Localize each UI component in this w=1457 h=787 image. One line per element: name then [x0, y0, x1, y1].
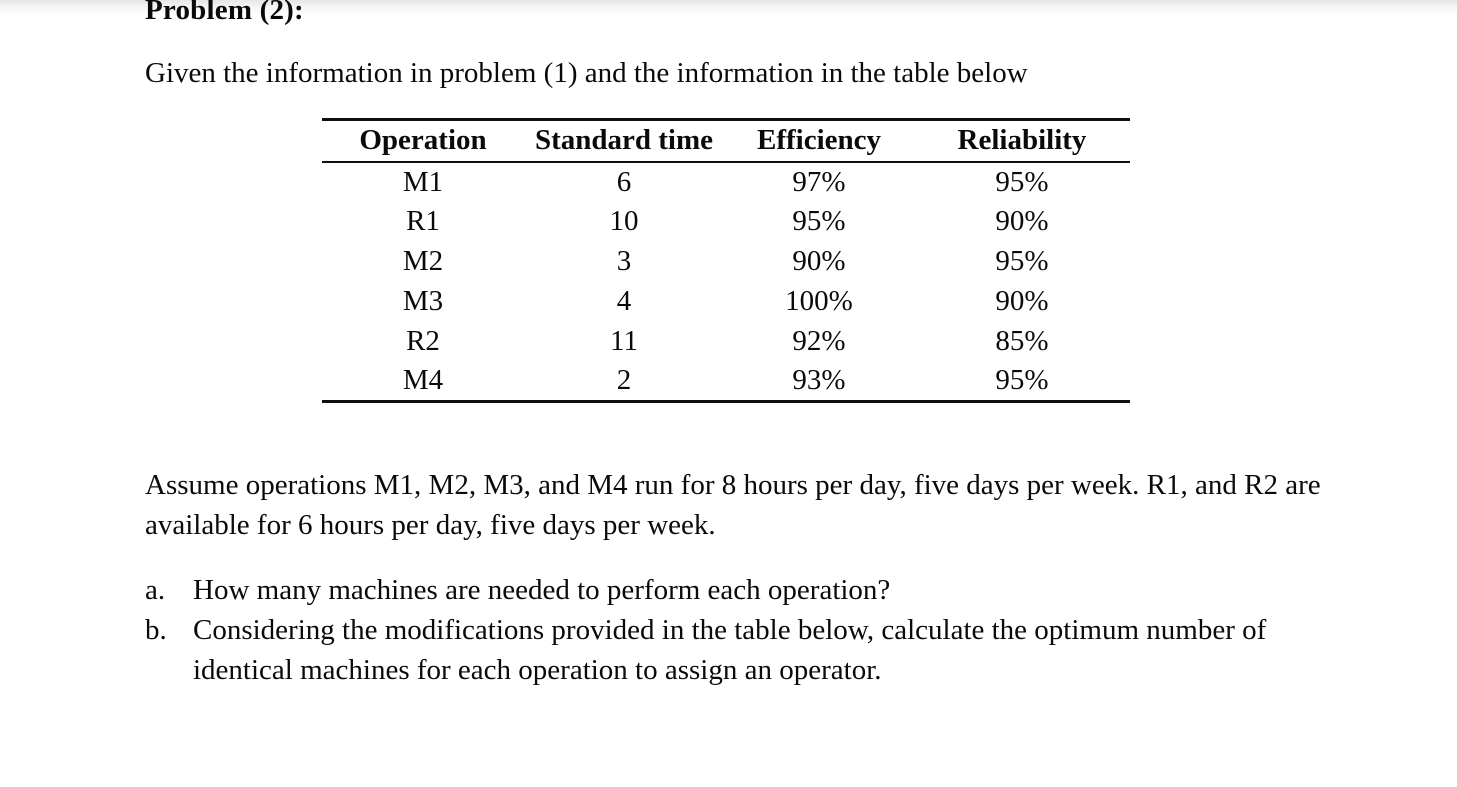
- table-row: M4 2 93% 95%: [322, 362, 1130, 402]
- question-b-text: Considering the modifications provided i…: [193, 614, 1267, 686]
- table-row: M1 6 97% 95%: [322, 162, 1130, 202]
- intro-text: Given the information in problem (1) and…: [145, 57, 1028, 89]
- cell-efficiency: 100%: [785, 285, 853, 317]
- question-b-label: b.: [145, 614, 167, 646]
- col-header-standard-time: Standard time: [534, 124, 714, 157]
- cell-standard-time: 11: [610, 325, 638, 357]
- question-b: b. Considering the modifications provide…: [145, 610, 1360, 690]
- cell-reliability: 95%: [995, 364, 1049, 397]
- cell-standard-time: 10: [609, 205, 639, 237]
- document-content: Problem (2): Given the information in pr…: [145, 0, 1360, 690]
- cell-operation: M3: [402, 285, 444, 317]
- cell-efficiency: 90%: [792, 245, 846, 277]
- question-a: a. How many machines are needed to perfo…: [145, 570, 1360, 610]
- cell-operation: M2: [402, 245, 444, 277]
- problem-title: Problem (2):: [145, 0, 304, 26]
- cell-standard-time: 2: [616, 364, 632, 397]
- cell-efficiency: 92%: [792, 325, 846, 357]
- cell-operation: M4: [402, 364, 444, 397]
- cell-efficiency: 95%: [792, 205, 846, 237]
- col-header-reliability: Reliability: [957, 124, 1087, 157]
- cell-standard-time: 3: [616, 245, 632, 277]
- assumption-paragraph: Assume operations M1, M2, M3, and M4 run…: [145, 469, 1321, 541]
- col-header-operation: Operation: [359, 124, 487, 157]
- question-a-label: a.: [145, 574, 166, 606]
- cell-standard-time: 4: [616, 285, 632, 317]
- cell-reliability: 90%: [995, 285, 1049, 317]
- cell-reliability: 90%: [995, 205, 1049, 237]
- cell-operation: R1: [406, 205, 440, 237]
- operations-table: Operation Standard time Efficiency Relia…: [322, 118, 1130, 403]
- cell-reliability: 95%: [995, 245, 1049, 277]
- cell-efficiency: 97%: [792, 165, 846, 198]
- table-row: M3 4 100% 90%: [322, 282, 1130, 322]
- cell-standard-time: 6: [616, 165, 632, 198]
- cell-operation: R2: [406, 325, 440, 357]
- cell-operation: M1: [402, 165, 444, 198]
- question-list: a. How many machines are needed to perfo…: [145, 570, 1360, 690]
- question-a-text: How many machines are needed to perform …: [193, 574, 891, 606]
- table-row: M2 3 90% 95%: [322, 242, 1130, 282]
- table-header-row: Operation Standard time Efficiency Relia…: [322, 120, 1130, 162]
- table-row: R1 10 95% 90%: [322, 202, 1130, 242]
- cell-reliability: 95%: [995, 165, 1049, 198]
- col-header-efficiency: Efficiency: [756, 124, 881, 157]
- table-row: R2 11 92% 85%: [322, 322, 1130, 362]
- cell-reliability: 85%: [995, 325, 1049, 357]
- cell-efficiency: 93%: [792, 364, 846, 397]
